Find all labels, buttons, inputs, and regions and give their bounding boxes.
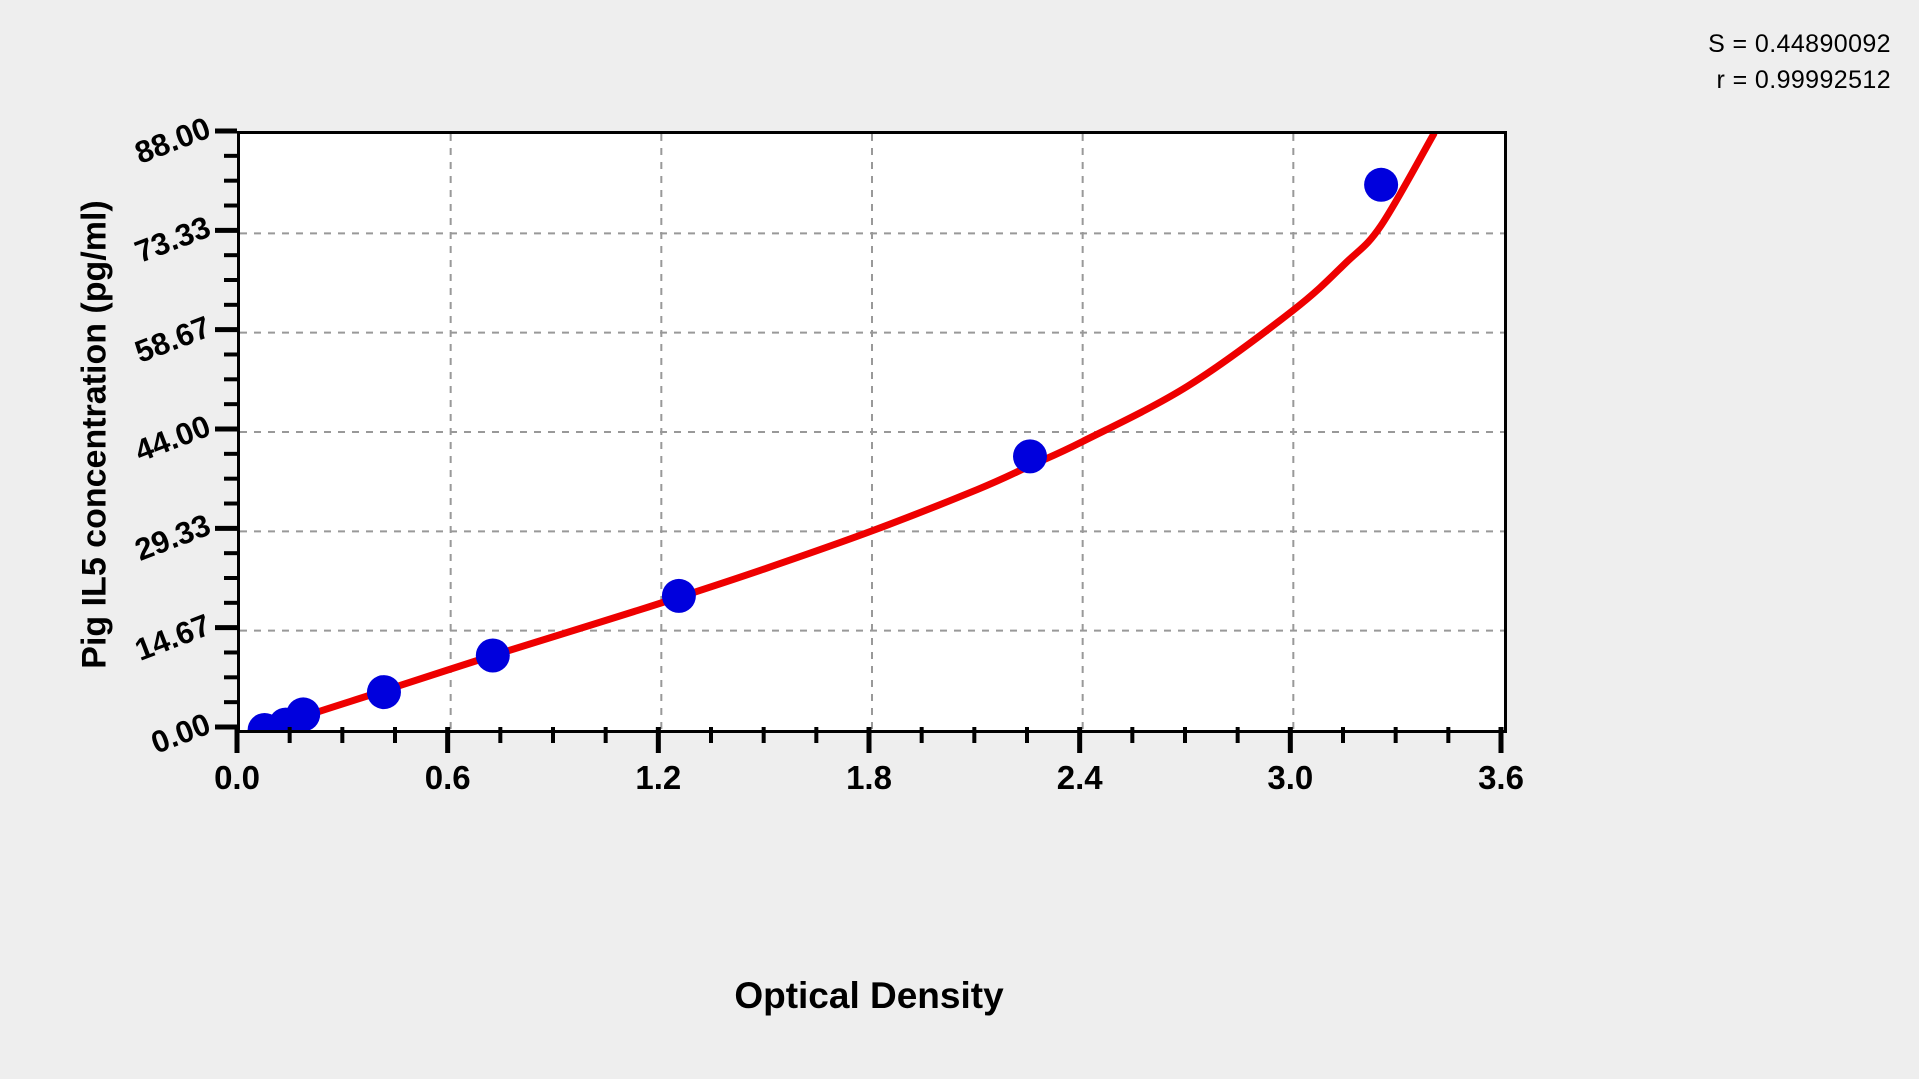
y-axis-tick-label: 73.33: [130, 209, 216, 271]
y-axis-tick-label: 14.67: [130, 606, 216, 668]
x-axis-tick-label: 0.0: [214, 759, 260, 796]
y-axis-tick-label: 44.00: [130, 408, 216, 469]
y-axis-tick-label: 0.00: [146, 706, 216, 761]
x-axis-tick-label: 3.0: [1267, 759, 1314, 796]
plot-canvas: [240, 134, 1504, 730]
plot-area: [237, 131, 1507, 733]
y-axis-tick-label: 88.00: [130, 110, 216, 171]
y-axis-tick-label: 29.33: [130, 507, 216, 569]
x-axis-tick-label: 0.6: [424, 759, 471, 796]
data-point-marker: [286, 697, 321, 730]
x-axis-tick-label: 3.6: [1478, 759, 1524, 796]
fit-statistics: S = 0.44890092 r = 0.99992512: [1708, 26, 1891, 99]
y-axis-tick-label: 58.67: [130, 308, 216, 370]
statistic-r: r = 0.99992512: [1716, 66, 1891, 95]
data-point-marker: [661, 578, 696, 613]
x-axis-tick-label: 2.4: [1056, 759, 1103, 796]
data-point-marker: [1013, 439, 1047, 474]
statistic-s: S = 0.44890092: [1708, 30, 1891, 58]
x-axis-title: Optical Density: [734, 975, 1004, 1016]
y-axis-title: Pig IL5 concentration (pg/ml): [75, 200, 114, 669]
data-point-marker: [1364, 167, 1399, 202]
x-axis-tick-label: 1.8: [846, 759, 892, 796]
x-axis-tick-label: 1.2: [635, 759, 682, 796]
data-point-marker: [475, 638, 510, 673]
fit-curve: [258, 134, 1438, 730]
data-point-marker: [366, 675, 401, 710]
